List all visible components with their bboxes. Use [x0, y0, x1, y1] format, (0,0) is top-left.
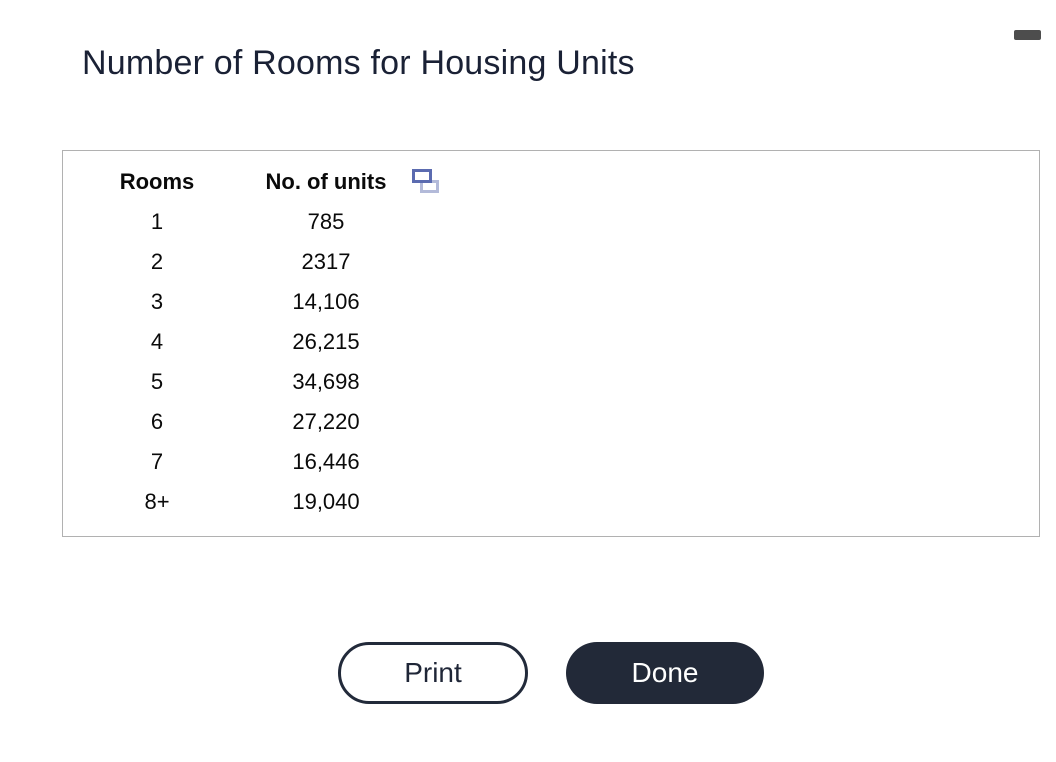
minimize-dash-icon[interactable] [1014, 30, 1041, 40]
copy-icon-front-rect [412, 169, 432, 183]
table-row: 8+ 19,040 [63, 482, 401, 522]
units-cell: 14,106 [292, 289, 360, 314]
table-row: 6 27,220 [63, 402, 401, 442]
column-header-units: No. of units [251, 162, 439, 202]
print-button[interactable]: Print [338, 642, 528, 704]
units-cell: 26,215 [292, 329, 360, 354]
rooms-cell: 6 [150, 409, 164, 434]
rooms-cell: 5 [150, 369, 164, 394]
rooms-cell: 2 [150, 249, 164, 274]
data-panel: Rooms No. of units 1 785 2 2317 [62, 150, 1040, 537]
copy-icon[interactable] [412, 169, 439, 193]
rooms-table: Rooms No. of units 1 785 2 2317 [63, 162, 439, 522]
column-header-units-label: No. of units [265, 169, 387, 194]
page-title: Number of Rooms for Housing Units [82, 44, 635, 82]
table-header-row: Rooms No. of units [63, 162, 439, 202]
table-row: 4 26,215 [63, 322, 401, 362]
rooms-cell: 8+ [144, 489, 170, 514]
units-cell: 785 [307, 209, 345, 234]
units-cell: 27,220 [292, 409, 360, 434]
table-row: 3 14,106 [63, 282, 401, 322]
table-row: 1 785 [63, 202, 401, 242]
rooms-cell: 4 [150, 329, 164, 354]
units-cell: 2317 [301, 249, 351, 274]
rooms-cell: 7 [150, 449, 164, 474]
units-cell: 34,698 [292, 369, 360, 394]
table-row: 5 34,698 [63, 362, 401, 402]
units-cell: 16,446 [292, 449, 360, 474]
table-row: 2 2317 [63, 242, 401, 282]
done-button[interactable]: Done [566, 642, 764, 704]
column-header-rooms: Rooms [119, 169, 195, 194]
units-cell: 19,040 [292, 489, 360, 514]
table-row: 7 16,446 [63, 442, 401, 482]
rooms-cell: 1 [150, 209, 164, 234]
button-row: Print Done [62, 642, 1040, 704]
rooms-cell: 3 [150, 289, 164, 314]
